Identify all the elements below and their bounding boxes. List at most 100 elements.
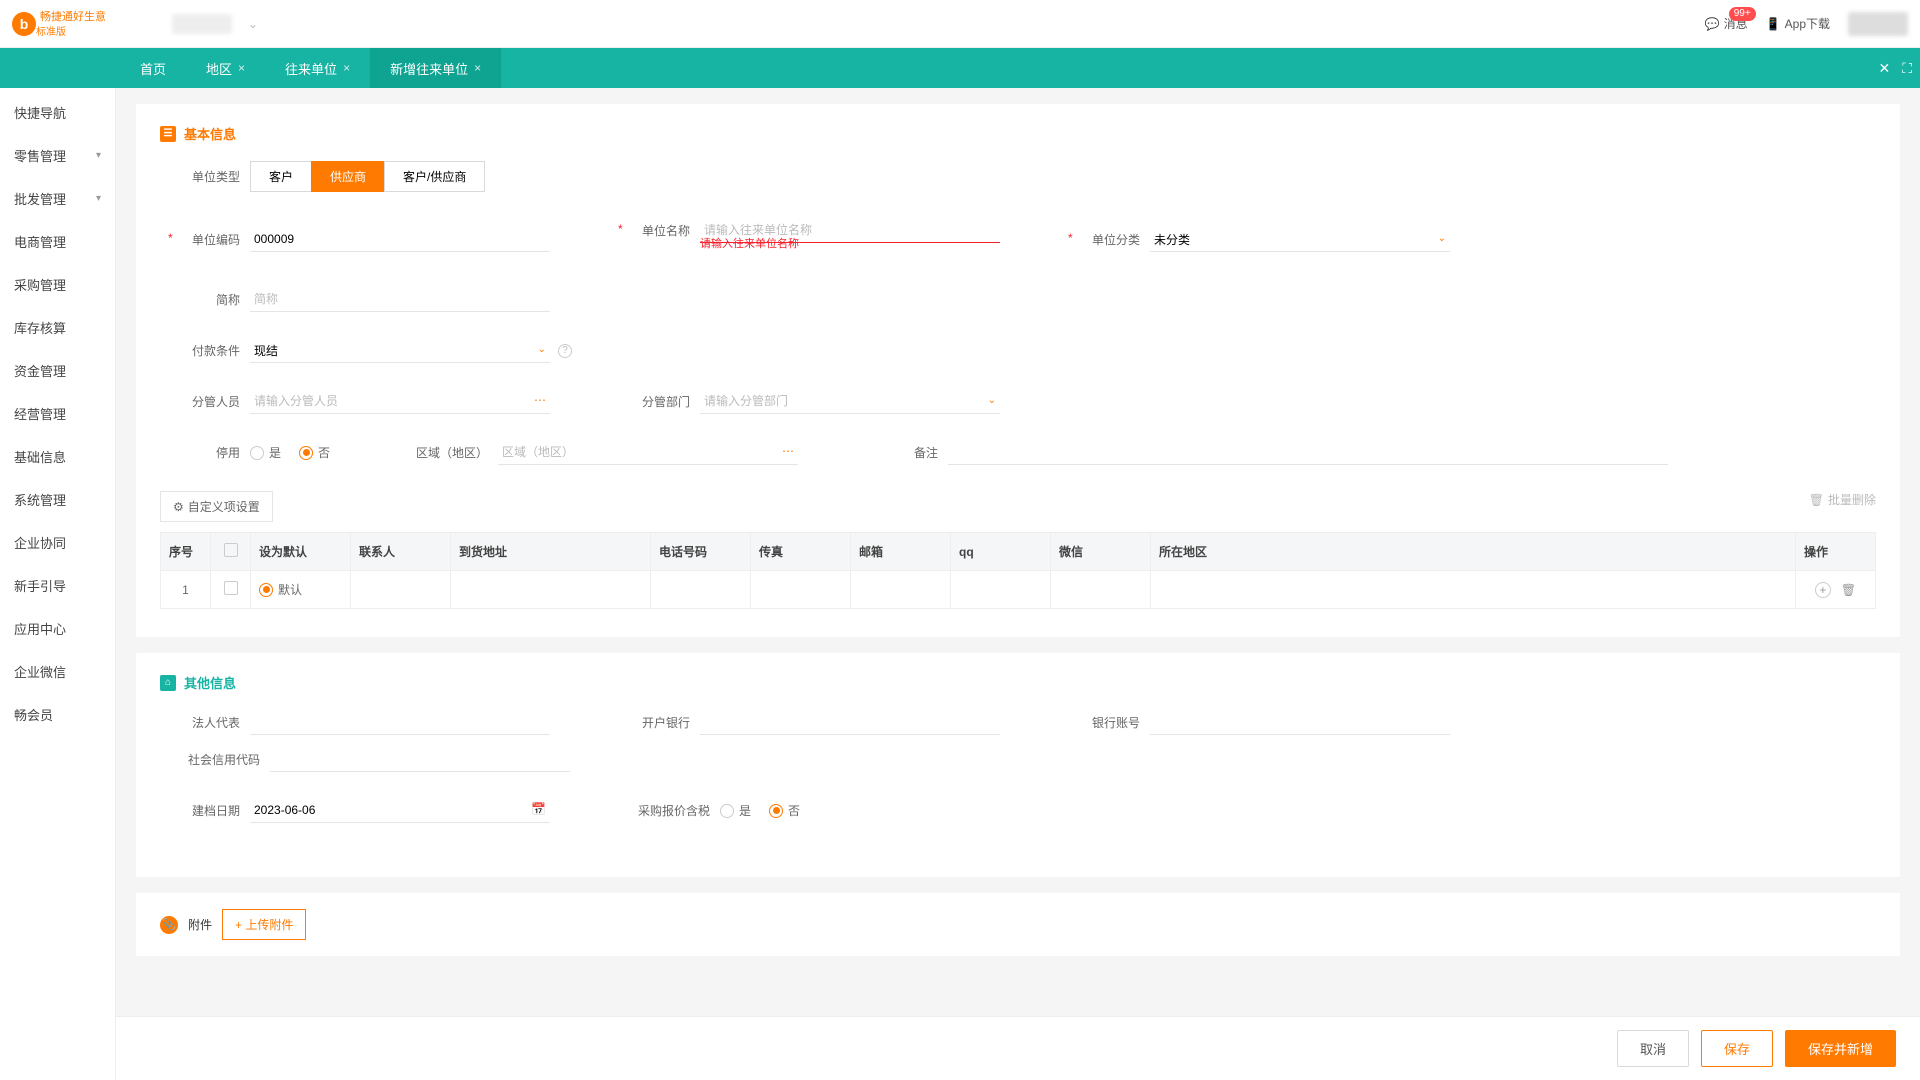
manager-input[interactable] xyxy=(250,389,550,414)
cell-contact[interactable] xyxy=(351,571,451,609)
sidebar-item[interactable]: 经营管理 xyxy=(0,392,115,435)
unit-code-label: 单位编码 xyxy=(160,231,250,248)
table-header: 所在地区 xyxy=(1151,533,1796,571)
chevron-down-icon: ⌄ xyxy=(988,395,996,406)
sidebar-item[interactable]: 资金管理 xyxy=(0,349,115,392)
sidebar-item[interactable]: 新手引导 xyxy=(0,564,115,607)
help-icon[interactable]: ? xyxy=(558,344,572,358)
unit-category-select[interactable] xyxy=(1150,227,1450,252)
tab[interactable]: 地区× xyxy=(186,48,265,88)
sidebar-item[interactable]: 畅会员 xyxy=(0,693,115,736)
disabled-no-radio[interactable]: 否 xyxy=(299,444,330,461)
select-all-checkbox[interactable] xyxy=(224,543,238,557)
save-button[interactable]: 保存 xyxy=(1701,1030,1773,1067)
tax-yes-radio[interactable]: 是 xyxy=(720,802,751,819)
sidebar-item[interactable]: 快捷导航 xyxy=(0,91,115,134)
tab[interactable]: 首页 xyxy=(120,48,186,88)
caret-icon: ▾ xyxy=(96,193,101,204)
tab[interactable]: 往来单位× xyxy=(265,48,370,88)
contacts-table: 序号设为默认联系人到货地址电话号码传真邮箱qq微信所在地区操作 1 默认 xyxy=(160,532,1876,609)
message-badge: 99+ xyxy=(1729,7,1756,21)
table-header: 微信 xyxy=(1051,533,1151,571)
unit-type-group: 客户 供应商 客户/供应商 xyxy=(250,161,485,192)
region-input[interactable] xyxy=(498,440,798,465)
row-checkbox[interactable] xyxy=(224,581,238,595)
avatar[interactable] xyxy=(1848,12,1908,36)
tax-label: 采购报价含税 xyxy=(610,802,720,819)
cell-region[interactable] xyxy=(1151,571,1796,609)
more-icon[interactable]: ⋯ xyxy=(534,393,546,407)
cell-address[interactable] xyxy=(451,571,651,609)
unit-type-both[interactable]: 客户/供应商 xyxy=(384,161,485,192)
cell-phone[interactable] xyxy=(651,571,751,609)
calendar-icon[interactable]: 📅 xyxy=(531,802,546,816)
tab-close-icon[interactable]: × xyxy=(343,61,350,75)
unit-type-supplier[interactable]: 供应商 xyxy=(311,161,385,192)
dept-label: 分管部门 xyxy=(610,393,700,410)
unit-code-input[interactable] xyxy=(250,227,550,252)
row-index: 1 xyxy=(161,571,211,609)
chevron-down-icon: ⌄ xyxy=(1438,233,1446,244)
region-label: 区域（地区） xyxy=(408,444,498,461)
attachment-icon: 📎 xyxy=(160,916,178,934)
sidebar-item[interactable]: 企业协同 xyxy=(0,521,115,564)
cell-fax[interactable] xyxy=(751,571,851,609)
cell-wechat[interactable] xyxy=(1051,571,1151,609)
company-selector[interactable]: ⌄ xyxy=(172,14,258,34)
credit-input[interactable] xyxy=(270,747,570,772)
other-info-panel: ⌂ 其他信息 法人代表 开户银行 银行账号 社会信用代码 建档日期 xyxy=(136,653,1900,877)
row-default-radio[interactable]: 默认 xyxy=(259,581,302,598)
fullscreen-icon[interactable]: ⛶ xyxy=(1902,60,1912,77)
tab-close-icon[interactable]: × xyxy=(238,61,245,75)
bank-input[interactable] xyxy=(700,710,1000,735)
tab-close-icon[interactable]: × xyxy=(474,61,481,75)
topbar-right: 💬 消息 99+ 📱 App下载 xyxy=(1705,12,1908,36)
add-row-icon[interactable]: + xyxy=(1815,582,1831,598)
tab[interactable]: 新增往来单位× xyxy=(370,48,501,88)
pay-terms-label: 付款条件 xyxy=(160,342,250,359)
topbar: b 畅捷通好生意 标准版 ⌄ 💬 消息 99+ 📱 App下载 xyxy=(0,0,1920,48)
brand-name: 畅捷通好生意 xyxy=(40,11,106,23)
cell-email[interactable] xyxy=(851,571,951,609)
save-new-button[interactable]: 保存并新增 xyxy=(1785,1030,1896,1067)
table-header: 到货地址 xyxy=(451,533,651,571)
cell-qq[interactable] xyxy=(951,571,1051,609)
disabled-yes-radio[interactable]: 是 xyxy=(250,444,281,461)
table-header: 设为默认 xyxy=(251,533,351,571)
basic-title: 基本信息 xyxy=(184,124,236,143)
message-button[interactable]: 💬 消息 99+ xyxy=(1705,15,1748,32)
unit-type-customer[interactable]: 客户 xyxy=(250,161,312,192)
gear-icon: ⚙ xyxy=(173,500,184,514)
sidebar-item[interactable]: 企业微信 xyxy=(0,650,115,693)
remark-input[interactable] xyxy=(948,440,1668,465)
upload-attachment-button[interactable]: + 上传附件 xyxy=(222,909,306,940)
sidebar-item[interactable]: 采购管理 xyxy=(0,263,115,306)
legal-input[interactable] xyxy=(250,710,550,735)
sidebar-item[interactable]: 批发管理▾ xyxy=(0,177,115,220)
sidebar-item[interactable]: 电商管理 xyxy=(0,220,115,263)
archive-date-input[interactable] xyxy=(250,798,550,823)
app-download-button[interactable]: 📱 App下载 xyxy=(1766,15,1830,32)
dept-select[interactable] xyxy=(700,389,1000,414)
batch-delete-button[interactable]: 🗑 批量删除 xyxy=(1809,491,1876,508)
sidebar-item[interactable]: 基础信息 xyxy=(0,435,115,478)
sidebar-item[interactable]: 零售管理▾ xyxy=(0,134,115,177)
custom-fields-button[interactable]: ⚙ 自定义项设置 xyxy=(160,491,273,522)
unit-type-label: 单位类型 xyxy=(160,168,250,185)
short-name-input[interactable] xyxy=(250,287,550,312)
cancel-button[interactable]: 取消 xyxy=(1617,1030,1689,1067)
sidebar-item[interactable]: 应用中心 xyxy=(0,607,115,650)
chevron-down-icon: ⌄ xyxy=(538,344,546,355)
delete-row-icon[interactable]: 🗑 xyxy=(1841,583,1856,597)
acct-input[interactable] xyxy=(1150,710,1450,735)
edition-label: 标准版 xyxy=(36,23,106,38)
manager-label: 分管人员 xyxy=(160,393,250,410)
close-tab-icon[interactable]: ✕ xyxy=(1878,60,1890,77)
table-header: 电话号码 xyxy=(651,533,751,571)
pay-terms-select[interactable] xyxy=(250,338,550,363)
download-label: App下载 xyxy=(1785,15,1830,32)
tax-no-radio[interactable]: 否 xyxy=(769,802,800,819)
more-icon[interactable]: ⋯ xyxy=(782,444,794,458)
sidebar-item[interactable]: 系统管理 xyxy=(0,478,115,521)
sidebar-item[interactable]: 库存核算 xyxy=(0,306,115,349)
